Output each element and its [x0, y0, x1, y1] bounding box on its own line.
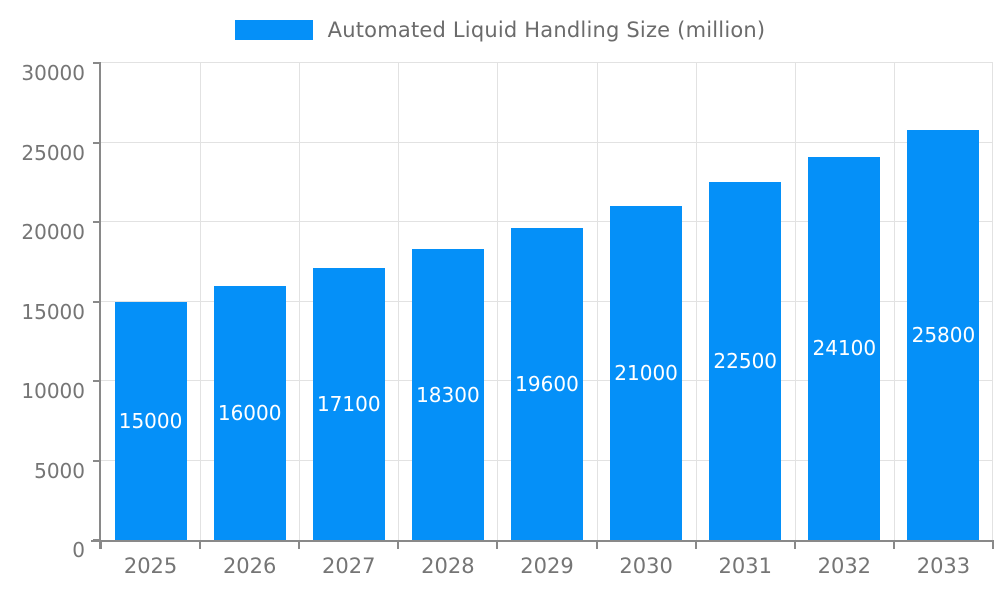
x-tick-label: 2025 — [123, 554, 178, 578]
bar-cell: 25800 — [894, 63, 993, 540]
x-tick-label: 2026 — [222, 554, 277, 578]
gridline-v — [596, 63, 598, 540]
bar-value-label: 22500 — [713, 349, 778, 374]
x-axis-ticks — [100, 63, 994, 549]
bar-cell: 22500 — [696, 63, 795, 540]
bar-series: 15000 16000 17100 18300 19600 21000 22500 24100… — [101, 63, 993, 540]
y-tick-mark — [93, 221, 101, 224]
bar-cell: 17100 — [299, 63, 398, 540]
y-tick-label: 5000 — [34, 458, 85, 483]
y-tick-label: 30000 — [21, 61, 85, 85]
y-tick-mark — [93, 62, 101, 64]
bar-2026[interactable]: 16000 — [213, 285, 286, 540]
bar-cell: 16000 — [200, 63, 299, 540]
x-tick-mark — [992, 540, 994, 549]
x-tick-label: 2032 — [817, 554, 872, 578]
y-tick-mark — [93, 300, 101, 303]
y-tick-label: 10000 — [21, 379, 85, 404]
x-tick-label: 2027 — [322, 554, 376, 578]
x-tick-mark — [298, 540, 301, 549]
y-tick-label: 20000 — [21, 220, 85, 245]
legend-swatch-icon — [234, 20, 313, 40]
bar-value-label: 16000 — [217, 400, 282, 425]
x-tick-label: 2031 — [718, 554, 772, 578]
y-tick-mark — [93, 459, 101, 462]
bar-2033[interactable]: 25800 — [907, 129, 980, 540]
y-axis-ticks: 0 5000 10000 15000 20000 25000 30000 — [0, 61, 101, 562]
bar-2027[interactable]: 17100 — [312, 268, 385, 540]
x-tick-label: 2030 — [619, 554, 673, 578]
gridline-v — [695, 63, 697, 540]
gridline-h — [101, 62, 993, 63]
chart-legend[interactable]: Automated Liquid Handling Size (million) — [0, 18, 1000, 42]
x-tick-label: 2029 — [520, 554, 574, 578]
y-axis-line — [99, 63, 101, 549]
gridline-v — [200, 63, 202, 540]
bar-value-label: 19600 — [515, 372, 579, 397]
y-tick-mark — [93, 380, 101, 383]
x-axis-labels: 2025 2026 2027 2028 2029 2030 2031 2032 2033 — [101, 554, 993, 586]
bar-value-label: 24100 — [812, 336, 877, 361]
gridline-h — [101, 221, 993, 223]
x-tick-mark — [595, 540, 598, 549]
y-tick-label: 0 — [72, 538, 85, 562]
bar-2029[interactable]: 19600 — [510, 228, 583, 540]
bar-cell: 18300 — [398, 63, 497, 540]
plot-area: 15000 16000 17100 18300 19600 21000 22500 24100… — [21, 61, 994, 562]
bar-value-label: 21000 — [614, 361, 678, 386]
bar-value-label: 15000 — [118, 408, 183, 433]
x-axis-line — [91, 540, 993, 542]
gridline-v — [893, 63, 895, 540]
gridline-v — [497, 63, 499, 540]
x-tick-mark — [199, 540, 202, 549]
gridline-v — [992, 63, 993, 540]
x-tick-mark — [694, 540, 697, 549]
bar-value-label: 18300 — [416, 382, 480, 407]
bar-cell: 21000 — [597, 63, 696, 540]
gridline-v — [398, 63, 400, 540]
legend-label: Automated Liquid Handling Size (million) — [327, 18, 766, 42]
x-tick-mark — [793, 540, 796, 549]
gridline-h — [101, 141, 993, 143]
gridline-v — [794, 63, 796, 540]
bar-2025[interactable]: 15000 — [114, 301, 187, 540]
bar-2031[interactable]: 22500 — [709, 182, 782, 540]
x-tick-label: 2028 — [421, 554, 475, 578]
x-tick-mark — [892, 540, 895, 549]
x-tick-label: 2033 — [916, 554, 971, 578]
bar-cell: 24100 — [795, 63, 894, 540]
bar-cell: 15000 — [101, 63, 200, 540]
bar-value-label: 17100 — [316, 392, 381, 417]
x-tick-mark — [496, 540, 499, 549]
bar-2032[interactable]: 24100 — [808, 156, 881, 540]
gridline-v — [299, 63, 301, 540]
x-tick-mark — [100, 540, 102, 549]
y-tick-mark — [93, 141, 101, 144]
bar-2030[interactable]: 21000 — [610, 206, 683, 540]
y-tick-label: 25000 — [21, 140, 85, 165]
x-tick-mark — [397, 540, 400, 549]
bar-cell: 19600 — [497, 63, 596, 540]
y-tick-mark — [93, 539, 101, 541]
bar-2028[interactable]: 18300 — [411, 249, 484, 540]
y-tick-label: 15000 — [21, 299, 85, 324]
bar-value-label: 25800 — [911, 322, 976, 347]
